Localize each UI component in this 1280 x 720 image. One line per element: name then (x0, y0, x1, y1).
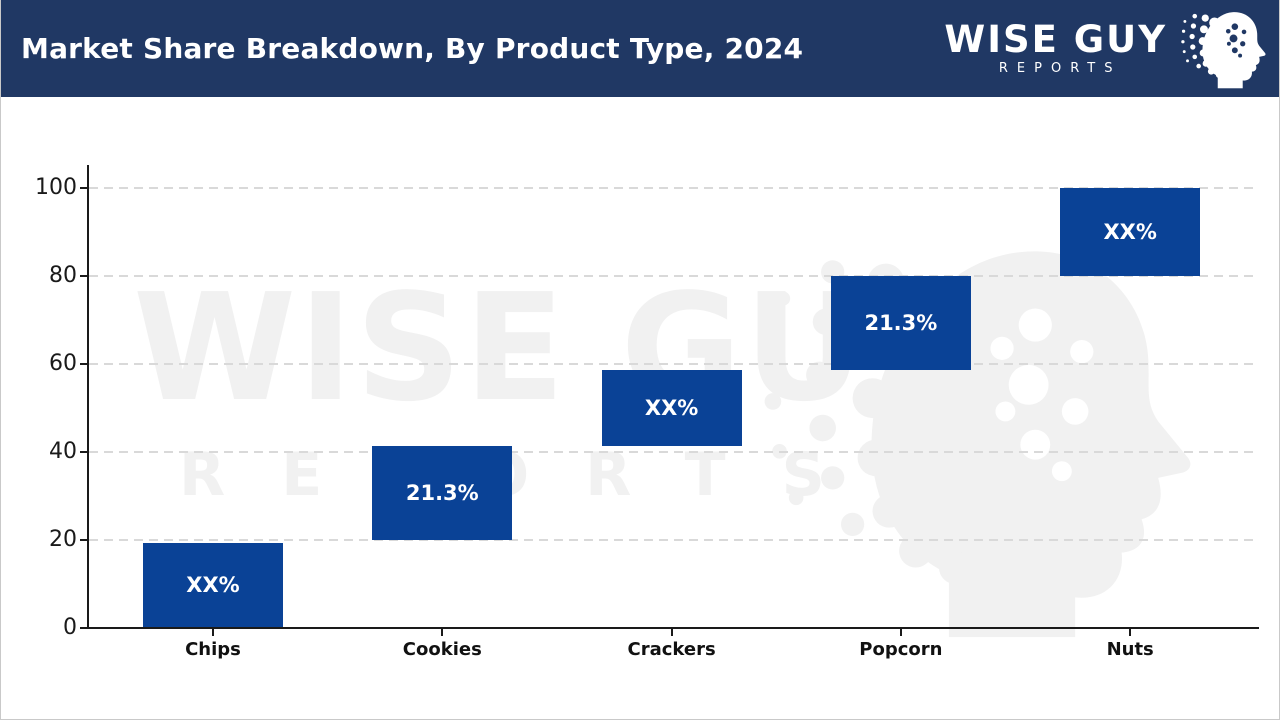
bar-value-label: XX% (644, 396, 699, 421)
y-tick-0 (80, 627, 87, 629)
plot-area: XX% 21.3% XX% 21.3% XX% (89, 187, 1256, 628)
gridline-60 (89, 363, 1256, 365)
x-label-nuts: Nuts (1106, 639, 1154, 660)
bar-nuts: XX% (1060, 188, 1201, 276)
y-label-80: 80 (49, 263, 77, 288)
header-bar: Market Share Breakdown, By Product Type,… (1, 0, 1279, 97)
x-label-cookies: Cookies (402, 639, 482, 660)
y-label-100: 100 (35, 175, 77, 200)
y-tick-80 (80, 275, 87, 277)
x-label-crackers: Crackers (627, 639, 716, 660)
bar-value-label: XX% (1103, 220, 1157, 244)
x-tick-cookies (441, 629, 444, 636)
bar-popcorn: 21.3% (830, 276, 971, 370)
y-tick-40 (80, 451, 87, 453)
brand-subname: REPORTS (998, 61, 1122, 77)
x-tick-popcorn (899, 629, 902, 636)
x-label-popcorn: Popcorn (859, 639, 943, 660)
gridline-80 (89, 275, 1256, 277)
gridline-20 (89, 539, 1256, 541)
y-label-20: 20 (49, 527, 77, 552)
y-label-40: 40 (49, 439, 77, 464)
brand-wordmark: WISE GUY REPORTS (944, 17, 1167, 77)
y-label-0: 0 (63, 615, 77, 640)
bar-value-label: XX% (186, 573, 240, 598)
x-label-chips: Chips (185, 639, 241, 660)
brand-logo: WISE GUY REPORTS (944, 8, 1279, 90)
gridline-40 (89, 451, 1256, 453)
brand-name: WISE GUY (944, 17, 1167, 61)
y-axis-line (87, 165, 89, 628)
bar-cookies: 21.3% (372, 446, 513, 540)
x-axis-line (87, 627, 1259, 629)
y-label-60: 60 (49, 351, 77, 376)
bar-value-label: 21.3% (405, 481, 479, 506)
y-tick-20 (80, 539, 87, 541)
y-tick-100 (80, 187, 87, 189)
page-title: Market Share Breakdown, By Product Type,… (21, 32, 804, 65)
bar-crackers: XX% (601, 370, 742, 447)
gridline-100 (89, 187, 1256, 189)
x-tick-chips (212, 629, 214, 636)
y-tick-60 (80, 363, 87, 365)
wiseguy-face-icon (1177, 8, 1269, 90)
bar-chips: XX% (143, 542, 283, 628)
bar-value-label: 21.3% (864, 310, 938, 335)
x-tick-nuts (1129, 629, 1132, 636)
x-tick-crackers (670, 629, 673, 636)
